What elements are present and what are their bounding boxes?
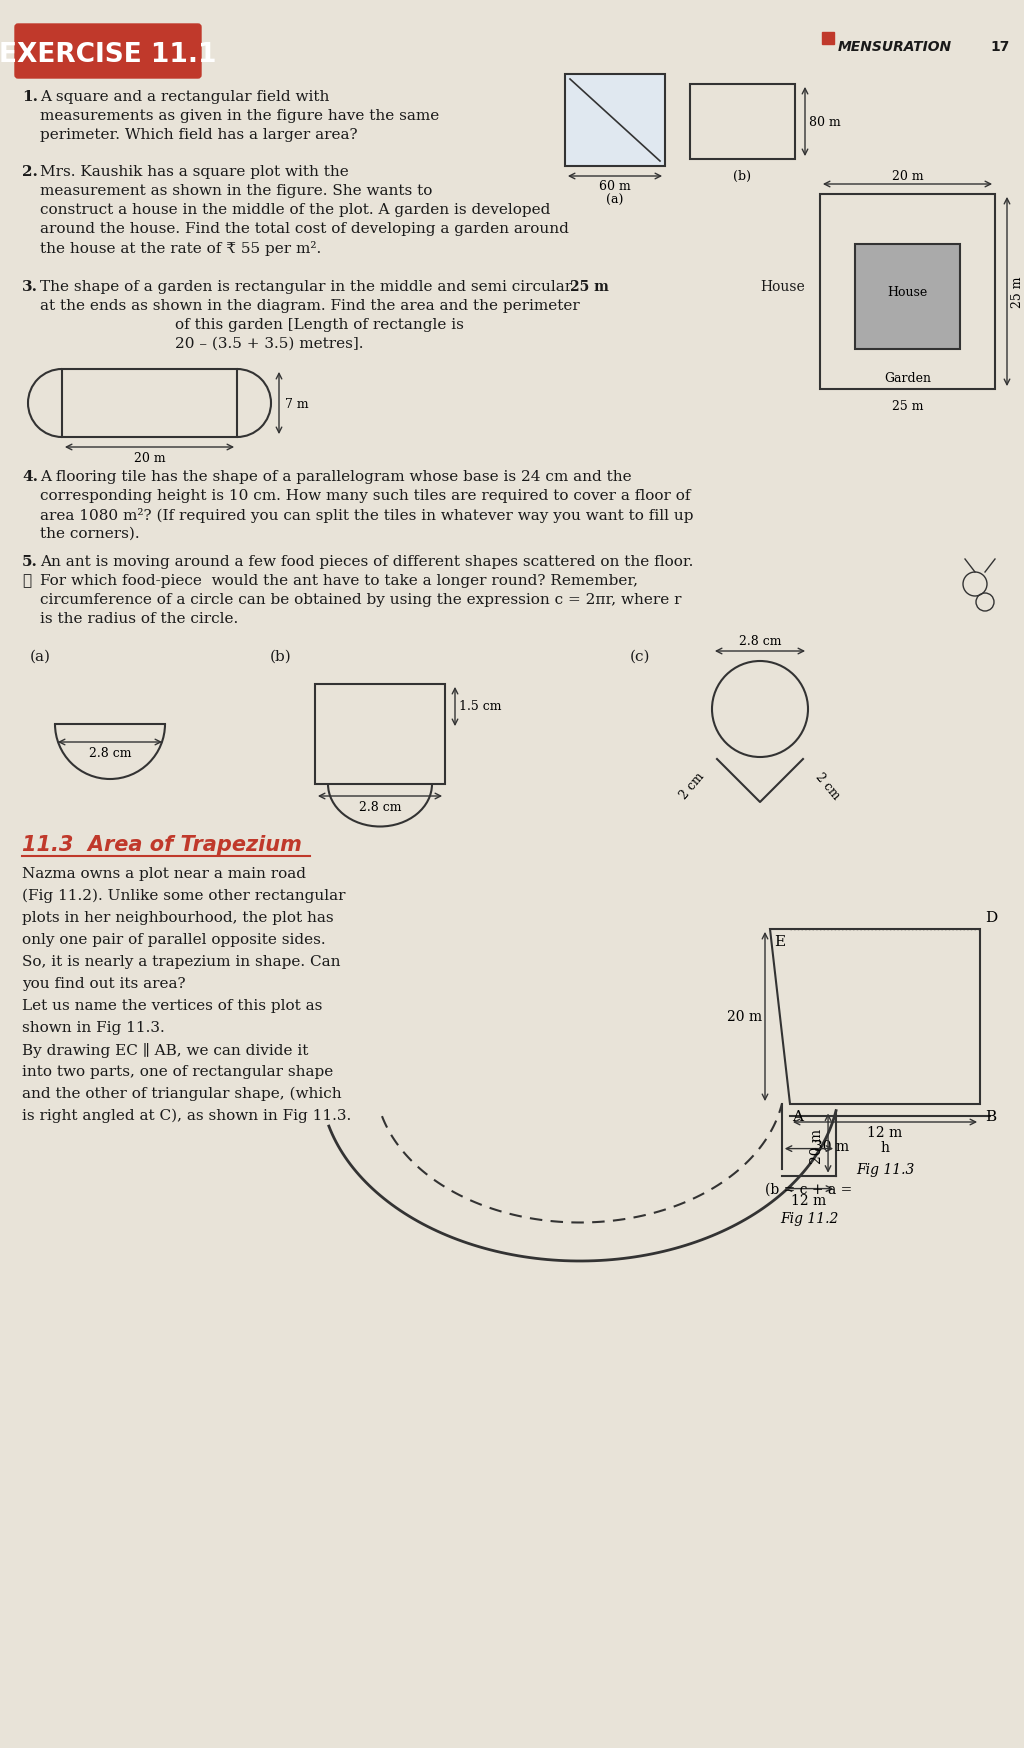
Bar bbox=[822, 33, 834, 45]
Text: EXERCISE 11.1: EXERCISE 11.1 bbox=[0, 42, 217, 68]
Text: 2.8 cm: 2.8 cm bbox=[738, 635, 781, 647]
Text: 2 cm: 2 cm bbox=[813, 769, 843, 801]
Text: Fig 11.2: Fig 11.2 bbox=[780, 1211, 839, 1225]
Text: corresponding height is 10 cm. How many such tiles are required to cover a floor: corresponding height is 10 cm. How many … bbox=[40, 489, 690, 503]
Text: 60 m: 60 m bbox=[599, 180, 631, 192]
Text: 25 m: 25 m bbox=[892, 400, 924, 413]
Text: 2 cm: 2 cm bbox=[677, 769, 707, 801]
Text: around the house. Find the total cost of developing a garden around: around the house. Find the total cost of… bbox=[40, 222, 569, 236]
Text: 80 m: 80 m bbox=[809, 115, 841, 129]
Text: An ant is moving around a few food pieces of different shapes scattered on the f: An ant is moving around a few food piece… bbox=[40, 554, 693, 568]
Text: area 1080 m²? (If required you can split the tiles in whatever way you want to f: area 1080 m²? (If required you can split… bbox=[40, 507, 693, 523]
Bar bbox=[565, 75, 665, 166]
Text: D: D bbox=[985, 911, 997, 925]
Text: 12 m: 12 m bbox=[792, 1192, 826, 1206]
Text: 11.3  Area of Trapezium: 11.3 Area of Trapezium bbox=[22, 834, 302, 855]
Text: 20 – (3.5 + 3.5) metres].: 20 – (3.5 + 3.5) metres]. bbox=[175, 337, 364, 351]
Text: 25 m: 25 m bbox=[570, 280, 609, 294]
Text: 3.: 3. bbox=[22, 280, 38, 294]
Text: 4.: 4. bbox=[22, 470, 38, 484]
Text: 2.8 cm: 2.8 cm bbox=[89, 746, 131, 760]
Bar bbox=[62, 371, 237, 437]
Text: 17: 17 bbox=[990, 40, 1010, 54]
Text: House: House bbox=[888, 287, 928, 299]
Text: So, it is nearly a trapezium in shape. Can: So, it is nearly a trapezium in shape. C… bbox=[22, 954, 341, 968]
Text: is the radius of the circle.: is the radius of the circle. bbox=[40, 612, 239, 626]
Text: 1.5 cm: 1.5 cm bbox=[459, 701, 502, 713]
Text: shown in Fig 11.3.: shown in Fig 11.3. bbox=[22, 1021, 165, 1035]
Text: Mrs. Kaushik has a square plot with the: Mrs. Kaushik has a square plot with the bbox=[40, 164, 349, 178]
Text: ✓: ✓ bbox=[22, 573, 31, 587]
Text: and the other of triangular shape, (which: and the other of triangular shape, (whic… bbox=[22, 1086, 342, 1101]
Text: 2.8 cm: 2.8 cm bbox=[358, 801, 401, 813]
Text: of this garden [Length of rectangle is: of this garden [Length of rectangle is bbox=[175, 318, 464, 332]
Text: 25 m: 25 m bbox=[1011, 276, 1024, 308]
Bar bbox=[855, 245, 961, 350]
Text: measurements as given in the figure have the same: measurements as given in the figure have… bbox=[40, 108, 439, 122]
Text: measurement as shown in the figure. She wants to: measurement as shown in the figure. She … bbox=[40, 184, 432, 198]
Text: (b = c + a =: (b = c + a = bbox=[765, 1182, 852, 1196]
Text: the house at the rate of ₹ 55 per m².: the house at the rate of ₹ 55 per m². bbox=[40, 241, 322, 255]
Text: House: House bbox=[760, 280, 805, 294]
Text: E: E bbox=[774, 935, 785, 949]
Text: 2.: 2. bbox=[22, 164, 38, 178]
Text: 7 m: 7 m bbox=[285, 397, 308, 411]
Text: (b): (b) bbox=[733, 170, 752, 184]
Bar bbox=[820, 194, 995, 390]
Text: A flooring tile has the shape of a parallelogram whose base is 24 cm and the: A flooring tile has the shape of a paral… bbox=[40, 470, 632, 484]
Text: h: h bbox=[881, 1140, 890, 1154]
Text: perimeter. Which field has a larger area?: perimeter. Which field has a larger area… bbox=[40, 128, 357, 142]
Text: 20 m: 20 m bbox=[727, 1010, 762, 1024]
FancyBboxPatch shape bbox=[15, 24, 201, 79]
Text: construct a house in the middle of the plot. A garden is developed: construct a house in the middle of the p… bbox=[40, 203, 550, 217]
Text: 1.: 1. bbox=[22, 89, 38, 103]
Text: A square and a rectangular field with: A square and a rectangular field with bbox=[40, 89, 330, 103]
Text: (c): (c) bbox=[630, 650, 650, 664]
Text: 30 m: 30 m bbox=[814, 1140, 849, 1154]
Text: Let us name the vertices of this plot as: Let us name the vertices of this plot as bbox=[22, 998, 323, 1012]
Text: By drawing EC ∥ AB, we can divide it: By drawing EC ∥ AB, we can divide it bbox=[22, 1042, 308, 1058]
Text: is right angled at C), as shown in Fig 11.3.: is right angled at C), as shown in Fig 1… bbox=[22, 1108, 351, 1122]
Text: (a): (a) bbox=[30, 650, 51, 664]
Text: B: B bbox=[985, 1110, 996, 1124]
Text: only one pair of parallel opposite sides.: only one pair of parallel opposite sides… bbox=[22, 932, 326, 946]
Text: 20 m: 20 m bbox=[892, 170, 924, 184]
Text: (Fig 11.2). Unlike some other rectangular: (Fig 11.2). Unlike some other rectangula… bbox=[22, 888, 345, 904]
Text: (b): (b) bbox=[270, 650, 292, 664]
Text: Garden: Garden bbox=[884, 371, 931, 385]
Text: Nazma owns a plot near a main road: Nazma owns a plot near a main road bbox=[22, 867, 306, 881]
Text: For which food-piece  would the ant have to take a longer round? Remember,: For which food-piece would the ant have … bbox=[40, 573, 638, 587]
Text: you find out its area?: you find out its area? bbox=[22, 977, 185, 991]
Text: the corners).: the corners). bbox=[40, 526, 139, 540]
Text: MENSURATION: MENSURATION bbox=[838, 40, 952, 54]
Text: Fig 11.3: Fig 11.3 bbox=[856, 1162, 914, 1176]
Bar bbox=[690, 86, 795, 159]
Text: The shape of a garden is rectangular in the middle and semi circular: The shape of a garden is rectangular in … bbox=[40, 280, 572, 294]
Text: 12 m: 12 m bbox=[867, 1126, 902, 1140]
Text: plots in her neighbourhood, the plot has: plots in her neighbourhood, the plot has bbox=[22, 911, 334, 925]
Bar bbox=[315, 685, 445, 785]
Text: into two parts, one of rectangular shape: into two parts, one of rectangular shape bbox=[22, 1065, 333, 1079]
Text: 20 m: 20 m bbox=[134, 451, 165, 465]
Text: at the ends as shown in the diagram. Find the area and the perimeter: at the ends as shown in the diagram. Fin… bbox=[40, 299, 580, 313]
Text: circumference of a circle can be obtained by using the expression c = 2πr, where: circumference of a circle can be obtaine… bbox=[40, 593, 682, 607]
Text: A: A bbox=[792, 1110, 803, 1124]
Text: 20 m: 20 m bbox=[810, 1129, 824, 1164]
Text: (a): (a) bbox=[606, 194, 624, 206]
Text: 5.: 5. bbox=[22, 554, 38, 568]
